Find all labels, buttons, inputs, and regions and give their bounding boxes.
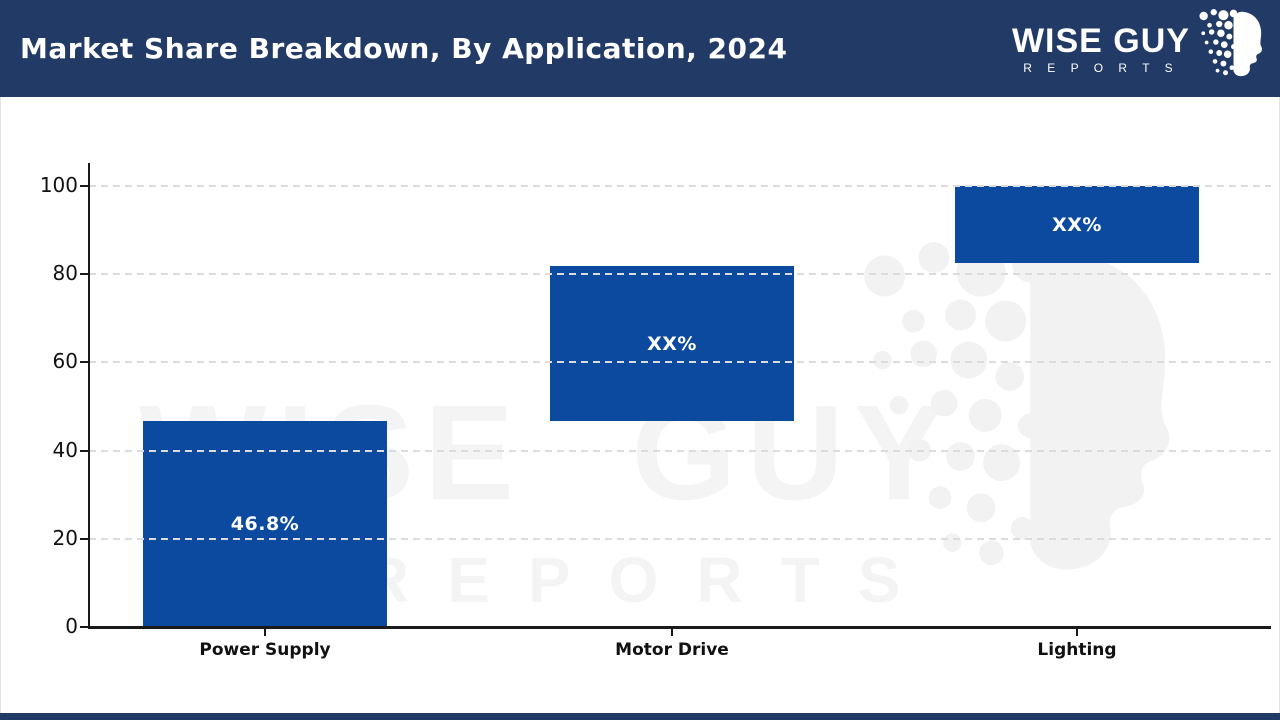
bar-lighting: XX%	[955, 186, 1199, 263]
bar-motor-drive: XX%	[550, 266, 794, 421]
x-tick-1	[264, 629, 266, 636]
bar-value-label: 46.8%	[230, 513, 300, 535]
x-axis-label-power-supply: Power Supply	[199, 640, 331, 660]
plot-area: 0 20 40 60 80 100 46.8% XX% XX% Power Supply Motor…	[1, 97, 1279, 713]
y-tick-label-0: 0	[65, 614, 78, 638]
y-tick-60	[80, 361, 89, 363]
y-tick-label-20: 20	[52, 526, 78, 550]
logo-text: WISE GUY R E P O R T S	[1012, 24, 1190, 74]
y-tick-0	[80, 626, 89, 628]
gridline-20	[89, 538, 1271, 540]
wiseguy-logo: WISE GUY R E P O R T S	[1012, 8, 1266, 90]
chart-area: WISE GUY REPORTS 0 20 40 60 80 100 46.8% XX% XX%…	[0, 97, 1280, 713]
y-tick-label-100: 100	[39, 173, 78, 197]
logo-wordmark: WISE GUY	[1011, 21, 1190, 60]
y-tick-40	[80, 450, 89, 452]
y-tick-20	[80, 538, 89, 540]
y-tick-100	[80, 185, 89, 187]
footer-bar	[0, 713, 1280, 720]
x-axis-label-lighting: Lighting	[1037, 640, 1117, 660]
bar-value-label: XX%	[647, 332, 697, 355]
gridline-60	[89, 361, 1271, 363]
gridline-80	[89, 273, 1271, 275]
watermark-head-icon	[864, 242, 1170, 570]
x-tick-2	[671, 629, 673, 636]
bar-value-label: XX%	[1052, 213, 1102, 236]
x-tick-3	[1076, 629, 1078, 636]
x-axis-line	[88, 626, 1271, 629]
gridline-100	[89, 185, 1271, 187]
y-tick-label-60: 60	[52, 349, 78, 373]
bar-power-supply: 46.8%	[143, 421, 387, 627]
wiseguy-head-icon	[1199, 8, 1263, 76]
watermark-subtitle: REPORTS	[363, 544, 939, 616]
gridline-40	[89, 450, 1271, 452]
y-tick-label-40: 40	[52, 438, 78, 462]
y-axis-line	[88, 163, 90, 627]
y-tick-label-80: 80	[52, 261, 78, 285]
y-tick-80	[80, 273, 89, 275]
logo-subtitle: R E P O R T S	[1023, 60, 1179, 75]
x-axis-label-motor-drive: Motor Drive	[615, 640, 729, 660]
page-title: Market Share Breakdown, By Application, …	[20, 32, 788, 65]
header-bar: Market Share Breakdown, By Application, …	[0, 0, 1280, 97]
